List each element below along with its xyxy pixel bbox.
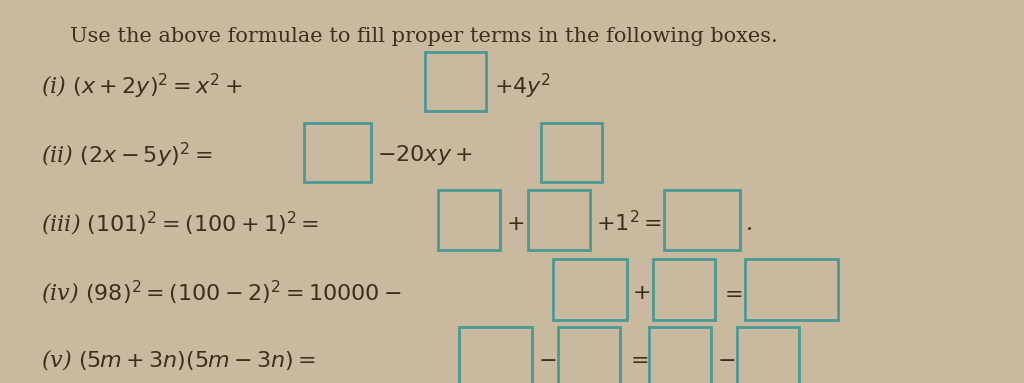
Bar <box>438 190 500 250</box>
Text: (v) $(5m + 3n)(5m - 3n) =$: (v) $(5m + 3n)(5m - 3n) =$ <box>41 347 315 372</box>
Text: $- 20xy +$: $- 20xy +$ <box>377 143 473 167</box>
Bar <box>649 327 711 383</box>
Bar <box>653 259 715 320</box>
Text: $+$: $+$ <box>506 213 524 235</box>
Text: $-$: $-$ <box>538 348 556 370</box>
Text: (iii) $(101)^2 = (100 + 1)^2 =$: (iii) $(101)^2 = (100 + 1)^2 =$ <box>41 210 319 238</box>
Text: $+ 4y^2$: $+ 4y^2$ <box>494 72 551 101</box>
Bar <box>528 190 590 250</box>
Bar <box>664 190 740 250</box>
Text: $=$: $=$ <box>626 348 648 370</box>
Bar <box>459 327 532 383</box>
Bar <box>553 259 627 320</box>
Text: .: . <box>745 213 753 235</box>
Text: (ii) $(2x - 5y)^2 =$: (ii) $(2x - 5y)^2 =$ <box>41 141 212 170</box>
Text: $+ 1^2 =$: $+ 1^2 =$ <box>596 211 663 237</box>
Bar <box>425 52 486 111</box>
Text: $-$: $-$ <box>717 348 735 370</box>
Bar <box>541 123 602 182</box>
Text: (i) $(x + 2y)^2 = x^2 +$: (i) $(x + 2y)^2 = x^2 +$ <box>41 72 243 101</box>
Bar <box>304 123 371 182</box>
Text: $=$: $=$ <box>720 282 742 304</box>
Text: $+$: $+$ <box>632 282 650 304</box>
Text: (iv) $(98)^2 = (100 - 2)^2 = 10000 -$: (iv) $(98)^2 = (100 - 2)^2 = 10000 -$ <box>41 279 401 307</box>
Bar <box>737 327 799 383</box>
Text: Use the above formulae to fill proper terms in the following boxes.: Use the above formulae to fill proper te… <box>70 27 777 46</box>
Bar <box>558 327 620 383</box>
Bar <box>745 259 838 320</box>
